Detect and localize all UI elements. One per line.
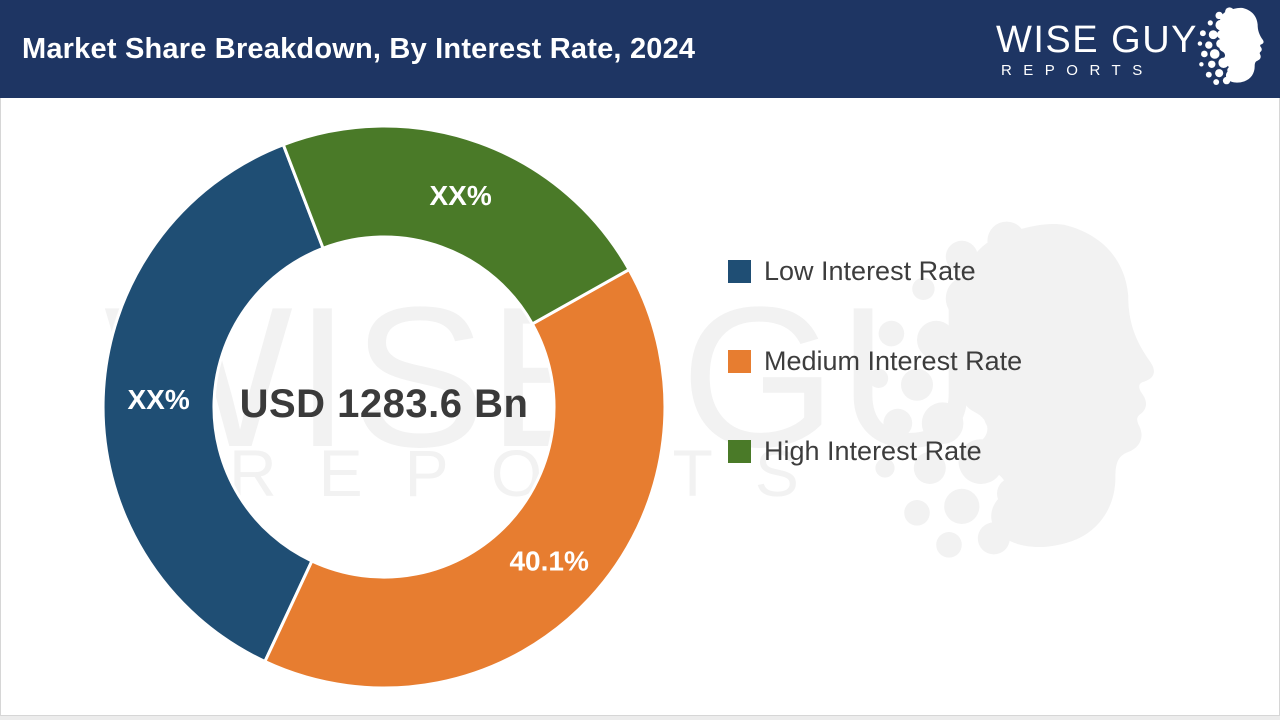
legend: Low Interest Rate Medium Interest Rate H… [728, 253, 1022, 469]
face-logo-icon [1197, 6, 1264, 85]
donut-chart: XX% 40.1% XX% [101, 124, 667, 690]
donut-segment-0 [101, 143, 325, 663]
legend-item-medium-interest-rate: Medium Interest Rate [728, 343, 1022, 379]
legend-item-high-interest-rate: High Interest Rate [728, 433, 1022, 469]
legend-swatch-high [728, 439, 751, 463]
legend-label: Medium Interest Rate [764, 345, 1023, 376]
donut-segment-1 [263, 268, 667, 690]
header-bar: Market Share Breakdown, By Interest Rate… [0, 0, 1280, 98]
donut-center-value: USD 1283.6 Bn [239, 382, 529, 426]
segment-label: XX% [127, 384, 189, 415]
legend-label: High Interest Rate [764, 435, 982, 466]
legend-swatch-low [728, 259, 751, 283]
logo-wordmark: WISE GUY [995, 18, 1198, 61]
chart-area: WISE GUY REPORTS XX% 40.1% XX% USD 1283.6 … [0, 98, 1280, 716]
legend-swatch-medium [728, 349, 751, 373]
wiseguy-logo: WISE GUY REPORTS [996, 0, 1268, 98]
logo-subtitle: REPORTS [1000, 61, 1154, 79]
logo-wordmark-block: WISE GUY REPORTS [996, 21, 1198, 78]
segment-label: 40.1% [509, 546, 588, 577]
chart-title: Market Share Breakdown, By Interest Rate… [22, 32, 696, 65]
legend-label: Low Interest Rate [764, 255, 976, 286]
segment-label: XX% [429, 180, 491, 211]
donut-segment-2 [281, 124, 631, 326]
legend-item-low-interest-rate: Low Interest Rate [728, 253, 1022, 289]
